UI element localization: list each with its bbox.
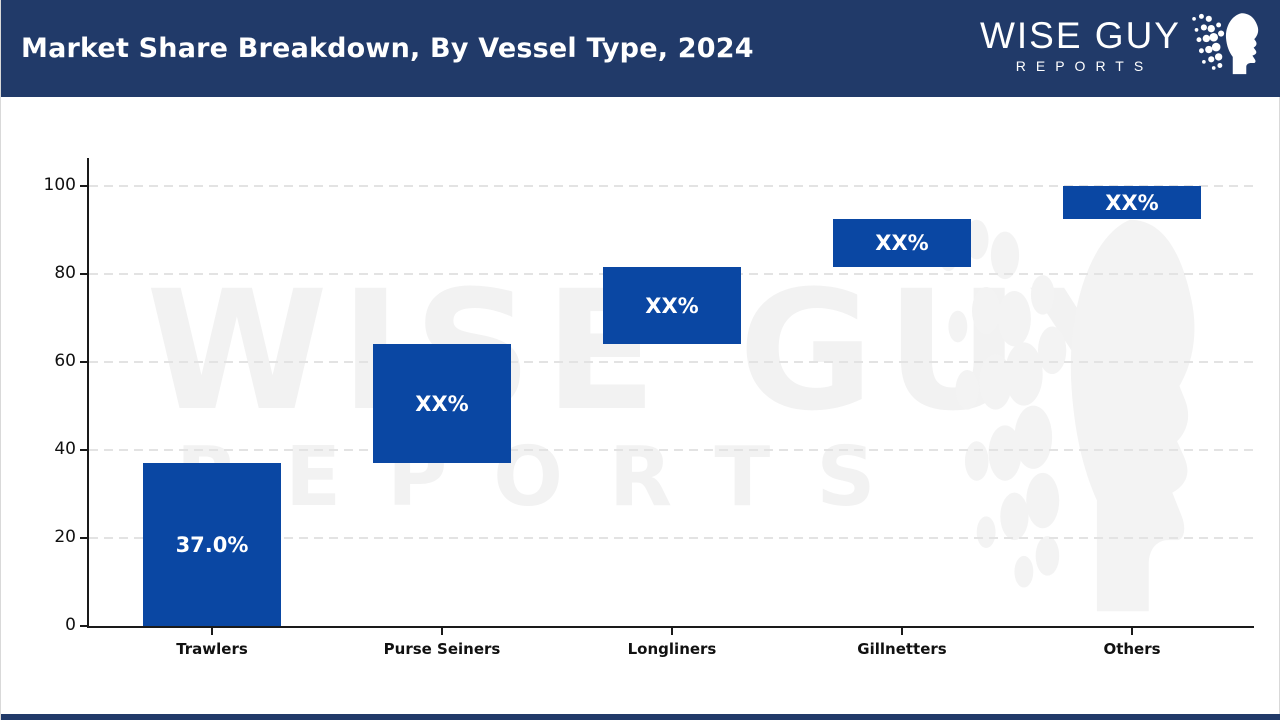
y-tick-mark-20: [80, 537, 88, 539]
y-tick-mark-60: [80, 361, 88, 363]
x-tick-mark-gillnetters: [901, 628, 903, 635]
x-tick-label-gillnetters: Gillnetters: [857, 640, 947, 658]
y-tick-mark-40: [80, 449, 88, 451]
bar-label-purse-seiners: XX%: [415, 391, 469, 416]
x-axis-line: [87, 626, 1254, 628]
gridline-40: [89, 449, 1254, 451]
bar-gillnetters: XX%: [833, 219, 971, 268]
x-tick-label-longliners: Longliners: [627, 640, 717, 658]
y-tick-mark-0: [80, 625, 88, 627]
bar-label-longliners: XX%: [645, 293, 699, 318]
x-tick-label-others: Others: [1103, 640, 1161, 658]
brand-head-icon: [1192, 13, 1259, 75]
y-tick-mark-100: [80, 185, 88, 187]
page-title: Market Share Breakdown, By Vessel Type, …: [21, 33, 754, 64]
x-tick-mark-trawlers: [211, 628, 213, 635]
x-tick-label-purse-seiners: Purse Seiners: [383, 640, 501, 658]
brand-logo-text: WISE GUY REPORTS: [980, 15, 1181, 74]
bar-longliners: XX%: [603, 267, 741, 345]
y-axis-line: [87, 158, 89, 628]
y-tick-label-100: 100: [43, 175, 76, 195]
y-tick-mark-80: [80, 273, 88, 275]
y-tick-label-80: 80: [54, 263, 76, 283]
y-tick-label-0: 0: [65, 615, 76, 635]
y-tick-label-40: 40: [54, 439, 76, 459]
brand-subname: REPORTS: [1015, 57, 1154, 74]
bar-purse-seiners: XX%: [373, 344, 511, 464]
bar-others: XX%: [1063, 186, 1201, 219]
x-tick-label-trawlers: Trawlers: [176, 640, 248, 658]
header-bar: Market Share Breakdown, By Vessel Type, …: [1, 0, 1280, 97]
bar-trawlers: 37.0%: [143, 463, 281, 626]
gridline-20: [89, 537, 1254, 539]
gridline-60: [89, 361, 1254, 363]
watermark-text-line2: REPORTS: [176, 430, 922, 525]
y-tick-label-60: 60: [54, 351, 76, 371]
brand-logo: WISE GUY REPORTS: [980, 8, 1269, 80]
y-tick-label-20: 20: [54, 527, 76, 547]
x-tick-mark-longliners: [671, 628, 673, 635]
x-tick-mark-others: [1131, 628, 1133, 635]
watermark-head-icon: [939, 219, 1195, 612]
bar-label-gillnetters: XX%: [875, 231, 929, 256]
brand-name: WISE GUY: [979, 14, 1181, 56]
x-tick-mark-purse-seiners: [441, 628, 443, 635]
gridline-100: [89, 185, 1254, 187]
bar-label-others: XX%: [1105, 190, 1159, 215]
footer-bar: [1, 714, 1280, 720]
bar-label-trawlers: 37.0%: [175, 532, 249, 557]
